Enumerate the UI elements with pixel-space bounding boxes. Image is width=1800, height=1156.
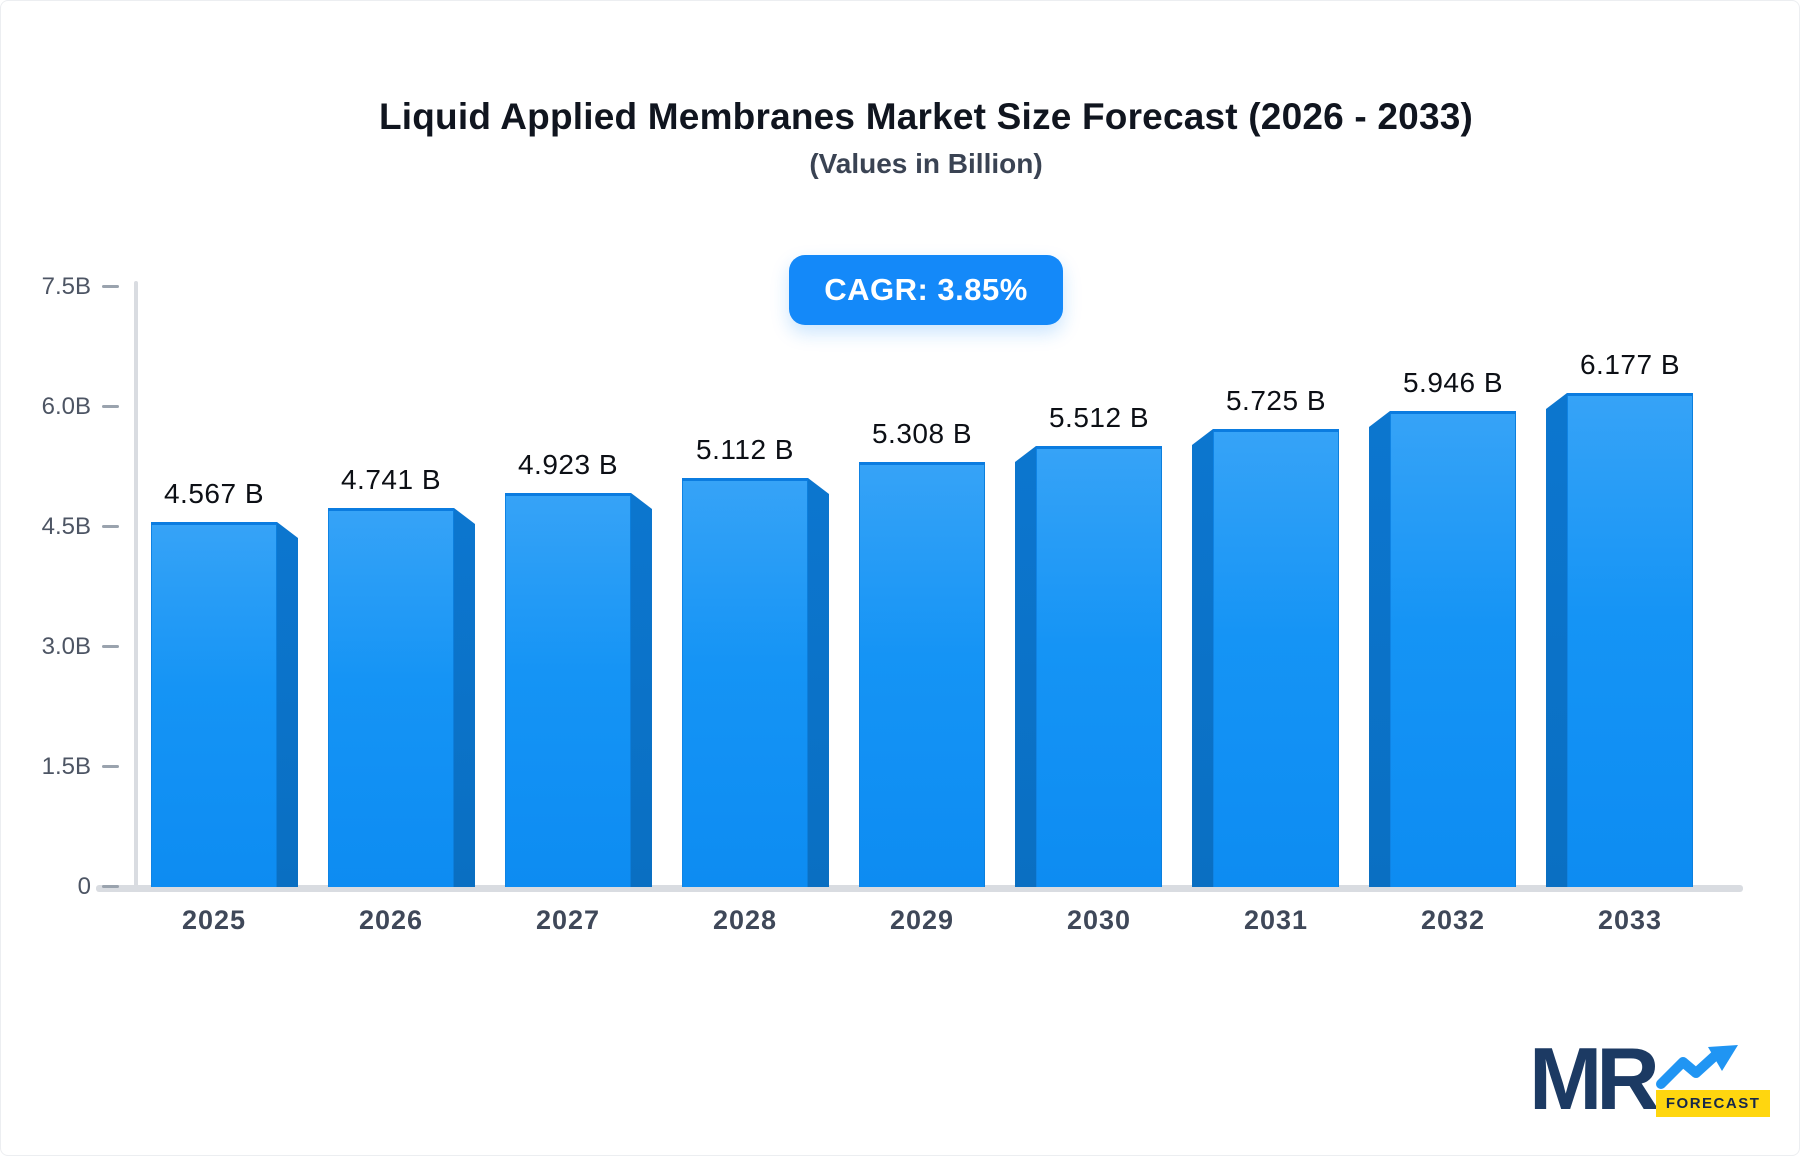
cagr-badge-label: CAGR: 3.85%	[824, 272, 1028, 307]
bar-value-label-2025: 4.567 B	[163, 478, 265, 509]
logo-forecast-badge: FORECAST	[1655, 1090, 1771, 1117]
y-tick-dash	[102, 765, 119, 768]
bar-side-2027	[631, 493, 652, 887]
x-tick-label-2026: 2026	[358, 905, 424, 935]
x-tick-label-2029: 2029	[889, 905, 955, 935]
logo: MR FORECAST	[1529, 1029, 1771, 1128]
y-tick-dash	[102, 405, 119, 408]
bar-face-2028	[682, 478, 808, 887]
x-axis-line	[96, 885, 1743, 892]
cagr-badge: CAGR: 3.85%	[789, 255, 1063, 325]
y-tick-dash	[102, 285, 119, 288]
bar-side-2030	[1015, 446, 1036, 887]
bar-face-2027	[505, 493, 631, 887]
bar-value-label-2026: 4.741 B	[340, 464, 442, 495]
y-tick-label: 6.0B	[41, 393, 91, 420]
bar-face-2030	[1036, 446, 1162, 887]
trend-up-arrow-icon	[1655, 1045, 1738, 1089]
bar-value-label-2031: 5.725 B	[1225, 385, 1327, 416]
y-tick-label: 3.0B	[41, 633, 91, 660]
y-tick-label: 0	[77, 873, 91, 900]
y-axis-line	[134, 281, 138, 889]
bar-side-2026	[454, 508, 475, 887]
y-tick-dash	[102, 885, 119, 888]
x-tick-label-2030: 2030	[1066, 905, 1132, 935]
bar-value-label-2028: 5.112 B	[696, 434, 794, 465]
bar-value-label-2027: 4.923 B	[517, 449, 619, 480]
bar-side-2025	[277, 522, 298, 887]
y-tick-label: 4.5B	[41, 513, 91, 540]
y-tick-label: 1.5B	[41, 753, 91, 780]
x-tick-label-2032: 2032	[1420, 905, 1486, 935]
bar-value-label-2030: 5.512 B	[1048, 402, 1150, 433]
x-tick-label-2031: 2031	[1243, 905, 1309, 935]
bar-value-label-2033: 6.177 B	[1579, 349, 1681, 380]
bar-side-2033	[1546, 393, 1567, 887]
x-tick-label-2025: 2025	[181, 905, 247, 935]
bar-face-2025	[151, 522, 277, 887]
bar-face-2033	[1567, 393, 1693, 887]
y-tick-dash	[102, 645, 119, 648]
y-tick-label: 7.5B	[41, 273, 91, 300]
y-tick-dash	[102, 525, 119, 528]
bar-side-2031	[1192, 429, 1213, 887]
bar-side-2032	[1369, 411, 1390, 887]
logo-right-column: FORECAST	[1655, 1045, 1771, 1117]
x-tick-label-2033: 2033	[1597, 905, 1663, 935]
bar-face-2029	[859, 462, 985, 887]
bar-face-2026	[328, 508, 454, 887]
x-tick-label-2027: 2027	[535, 905, 601, 935]
logo-mr-text: MR	[1529, 1029, 1660, 1128]
x-tick-label-2028: 2028	[712, 905, 778, 935]
bar-side-2028	[808, 478, 829, 887]
chart-title: Liquid Applied Membranes Market Size For…	[378, 96, 1474, 137]
bar-value-label-2032: 5.946 B	[1402, 367, 1504, 398]
chart-subtitle: (Values in Billion)	[809, 148, 1043, 179]
bar-value-label-2029: 5.308 B	[871, 418, 973, 449]
bar-face-2031	[1213, 429, 1339, 887]
bar-face-2032	[1390, 411, 1516, 887]
